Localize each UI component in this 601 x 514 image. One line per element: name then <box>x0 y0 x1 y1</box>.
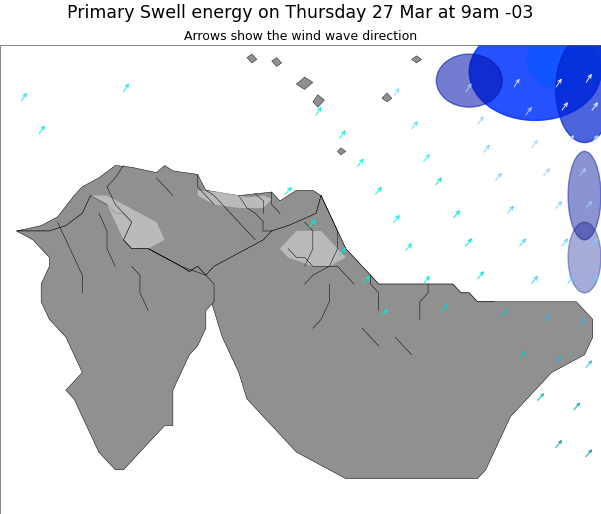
Polygon shape <box>272 58 281 66</box>
Polygon shape <box>313 95 325 107</box>
Polygon shape <box>91 196 165 249</box>
Polygon shape <box>280 196 494 337</box>
Text: Arrows show the wind wave direction: Arrows show the wind wave direction <box>184 30 417 43</box>
Polygon shape <box>338 148 346 155</box>
Polygon shape <box>16 196 214 470</box>
Ellipse shape <box>527 28 601 90</box>
Polygon shape <box>16 166 321 275</box>
Ellipse shape <box>568 151 601 240</box>
Polygon shape <box>296 77 313 89</box>
Polygon shape <box>115 196 593 479</box>
Polygon shape <box>198 190 272 208</box>
Polygon shape <box>412 56 421 63</box>
Text: Primary Swell energy on Thursday 27 Mar at 9am -03: Primary Swell energy on Thursday 27 Mar … <box>67 4 534 22</box>
Ellipse shape <box>556 36 601 142</box>
Ellipse shape <box>469 23 601 120</box>
Ellipse shape <box>568 222 601 293</box>
Polygon shape <box>280 231 346 266</box>
Ellipse shape <box>436 54 502 107</box>
Polygon shape <box>247 54 257 63</box>
Polygon shape <box>382 93 392 102</box>
